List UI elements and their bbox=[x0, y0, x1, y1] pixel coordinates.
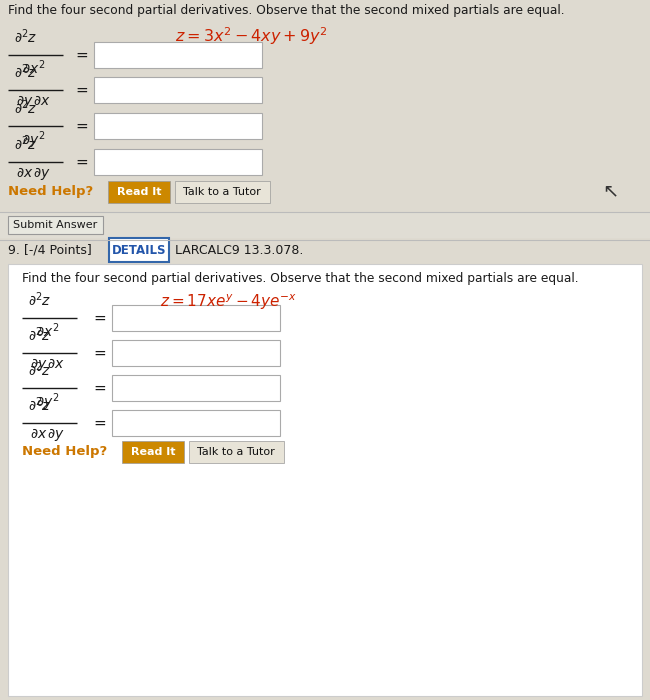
Text: $\partial x^2$: $\partial x^2$ bbox=[22, 58, 46, 76]
Text: =: = bbox=[94, 311, 107, 326]
Bar bbox=[8, 216, 103, 234]
Text: =: = bbox=[75, 48, 88, 62]
Text: Read It: Read It bbox=[131, 447, 176, 457]
Text: $\partial^2z$: $\partial^2z$ bbox=[14, 99, 38, 117]
Text: $\partial y\,\partial x$: $\partial y\,\partial x$ bbox=[31, 356, 66, 373]
Text: LARCALC9 13.3.078.: LARCALC9 13.3.078. bbox=[175, 244, 304, 256]
Bar bbox=[112, 305, 280, 331]
Text: $z = 17xe^y - 4ye^{-x}$: $z = 17xe^y - 4ye^{-x}$ bbox=[160, 292, 297, 312]
Text: Talk to a Tutor: Talk to a Tutor bbox=[197, 447, 275, 457]
Bar bbox=[94, 149, 262, 175]
Bar bbox=[0, 212, 650, 238]
Text: $\partial x\,\partial y$: $\partial x\,\partial y$ bbox=[16, 165, 51, 182]
Text: =: = bbox=[75, 83, 88, 97]
Bar bbox=[94, 113, 262, 139]
Text: =: = bbox=[94, 381, 107, 395]
Text: $\partial x\,\partial y$: $\partial x\,\partial y$ bbox=[31, 426, 66, 443]
Text: $\partial y\,\partial x$: $\partial y\,\partial x$ bbox=[16, 93, 51, 110]
Text: =: = bbox=[94, 346, 107, 360]
Text: DETAILS: DETAILS bbox=[112, 244, 166, 256]
Text: $\partial^2z$: $\partial^2z$ bbox=[29, 290, 52, 309]
Text: =: = bbox=[75, 155, 88, 169]
Text: Submit Answer: Submit Answer bbox=[13, 220, 97, 230]
Bar bbox=[112, 375, 280, 401]
Bar bbox=[108, 181, 170, 203]
Bar bbox=[189, 441, 284, 463]
Text: $\partial^2z$: $\partial^2z$ bbox=[14, 62, 38, 81]
Bar bbox=[112, 410, 280, 436]
Text: Need Help?: Need Help? bbox=[8, 186, 93, 199]
Text: Find the four second partial derivatives. Observe that the second mixed partials: Find the four second partial derivatives… bbox=[22, 272, 578, 285]
Text: $\partial^2z$: $\partial^2z$ bbox=[29, 360, 52, 379]
Bar bbox=[94, 42, 262, 68]
Bar bbox=[94, 77, 262, 103]
Bar bbox=[112, 340, 280, 366]
Text: $\partial^2z$: $\partial^2z$ bbox=[14, 27, 38, 46]
Text: $\partial^2z$: $\partial^2z$ bbox=[29, 326, 52, 344]
Text: $\partial^2z$: $\partial^2z$ bbox=[14, 134, 38, 153]
Text: $\partial y^2$: $\partial y^2$ bbox=[22, 129, 46, 150]
Text: $z = 3x^2 - 4xy + 9y^2$: $z = 3x^2 - 4xy + 9y^2$ bbox=[175, 25, 328, 47]
FancyBboxPatch shape bbox=[109, 238, 169, 262]
Text: ↖: ↖ bbox=[602, 181, 618, 200]
Text: =: = bbox=[75, 118, 88, 134]
Text: $\partial^2z$: $\partial^2z$ bbox=[29, 395, 52, 414]
Text: Read It: Read It bbox=[117, 187, 161, 197]
Text: Talk to a Tutor: Talk to a Tutor bbox=[183, 187, 261, 197]
Text: Find the four second partial derivatives. Observe that the second mixed partials: Find the four second partial derivatives… bbox=[8, 4, 565, 17]
Text: =: = bbox=[94, 416, 107, 430]
Text: Need Help?: Need Help? bbox=[22, 445, 107, 458]
Text: $\partial x^2$: $\partial x^2$ bbox=[36, 321, 60, 340]
Text: $\partial y^2$: $\partial y^2$ bbox=[36, 391, 60, 412]
Bar bbox=[8, 264, 642, 696]
Text: 9. [-/4 Points]: 9. [-/4 Points] bbox=[8, 244, 92, 256]
Bar bbox=[175, 181, 270, 203]
Bar bbox=[122, 441, 184, 463]
